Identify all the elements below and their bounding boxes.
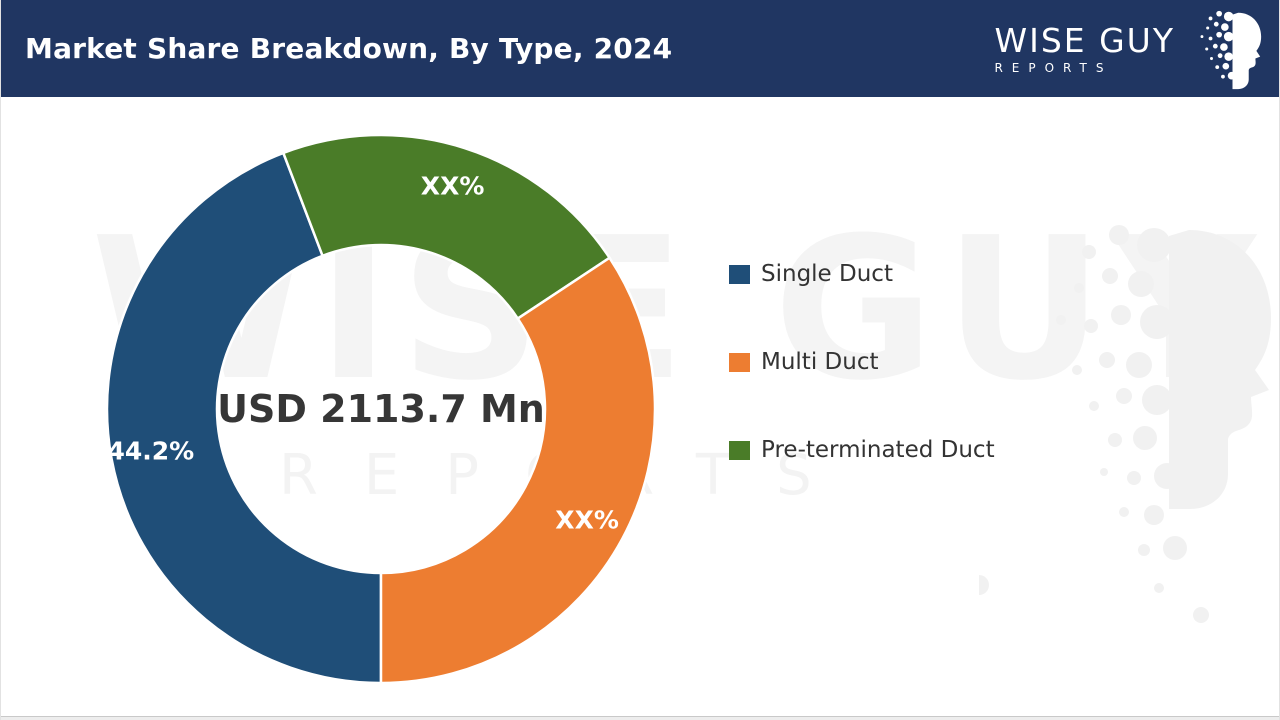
donut-segment-pre-terminated-duct bbox=[281, 133, 612, 321]
header-bar: Market Share Breakdown, By Type, 2024 WI… bbox=[1, 0, 1279, 97]
legend-item-pre-terminated-duct: Pre-terminated Duct bbox=[729, 437, 995, 463]
footer-divider bbox=[1, 716, 1279, 720]
page-title: Market Share Breakdown, By Type, 2024 bbox=[25, 32, 673, 65]
segment-value-label: XX% bbox=[420, 171, 485, 201]
logo-wordmark: WISE GUY bbox=[994, 21, 1175, 60]
logo-text: WISE GUY REPORTS bbox=[994, 21, 1175, 76]
wise-guy-logo: WISE GUY REPORTS bbox=[994, 7, 1265, 91]
legend-item-multi-duct: Multi Duct bbox=[729, 349, 995, 375]
segment-value-label: XX% bbox=[555, 505, 619, 535]
donut-chart bbox=[105, 133, 657, 685]
chart-center-value: USD 2113.7 Mn bbox=[217, 387, 545, 431]
donut-segment-single-duct bbox=[105, 151, 383, 685]
legend-label: Pre-terminated Duct bbox=[761, 437, 995, 463]
legend-label: Single Duct bbox=[761, 261, 893, 287]
segment-value-label: 44.2% bbox=[107, 436, 195, 466]
legend-swatch-single-duct bbox=[729, 264, 750, 284]
legend-swatch-pre-terminated-duct bbox=[729, 440, 750, 460]
donut-segment-multi-duct bbox=[379, 256, 657, 685]
watermark-face-icon bbox=[979, 225, 1271, 623]
legend-item-single-duct: Single Duct bbox=[729, 261, 995, 287]
logo-face-icon bbox=[1200, 10, 1262, 90]
logo-subtitle: REPORTS bbox=[994, 61, 1113, 75]
legend-swatch-multi-duct bbox=[729, 352, 750, 372]
chart-legend: Single Duct Multi Duct Pre-terminated Du… bbox=[729, 261, 995, 525]
legend-label: Multi Duct bbox=[761, 349, 879, 375]
